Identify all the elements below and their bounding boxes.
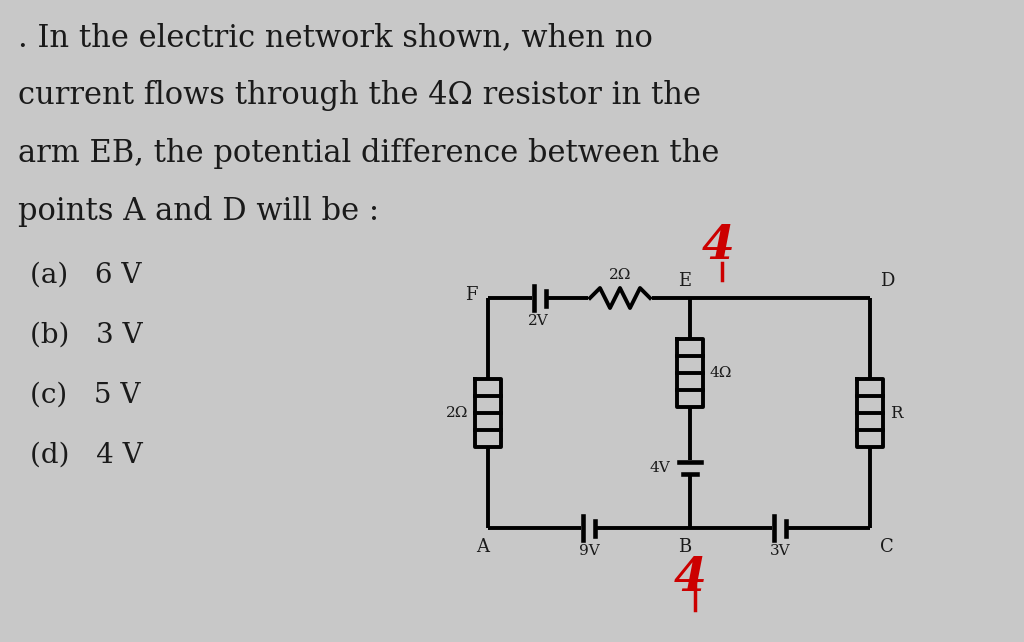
Text: 2V: 2V — [527, 314, 549, 328]
Text: 3V: 3V — [770, 544, 791, 558]
Text: D: D — [880, 272, 894, 290]
Text: F: F — [466, 286, 478, 304]
Text: A: A — [476, 538, 489, 556]
Text: . In the electric network shown, when no: . In the electric network shown, when no — [18, 22, 653, 53]
Text: C: C — [880, 538, 894, 556]
Text: (d)   4 V: (d) 4 V — [30, 442, 142, 469]
Text: (c)   5 V: (c) 5 V — [30, 382, 140, 409]
Text: points A and D will be :: points A and D will be : — [18, 196, 379, 227]
Text: B: B — [678, 538, 691, 556]
Text: 4V: 4V — [649, 461, 670, 475]
Text: arm EB, the potential difference between the: arm EB, the potential difference between… — [18, 138, 720, 169]
Text: 2Ω: 2Ω — [445, 406, 468, 420]
Text: 4Ω: 4Ω — [710, 366, 732, 380]
Text: 2Ω: 2Ω — [609, 268, 631, 282]
Text: 4: 4 — [674, 555, 707, 601]
Text: E: E — [679, 272, 691, 290]
Text: current flows through the 4Ω resistor in the: current flows through the 4Ω resistor in… — [18, 80, 701, 111]
Text: R: R — [890, 404, 902, 422]
Text: 9V: 9V — [579, 544, 599, 558]
Text: 4: 4 — [701, 223, 734, 269]
Text: (b)   3 V: (b) 3 V — [30, 322, 142, 349]
Text: (a)   6 V: (a) 6 V — [30, 262, 141, 289]
